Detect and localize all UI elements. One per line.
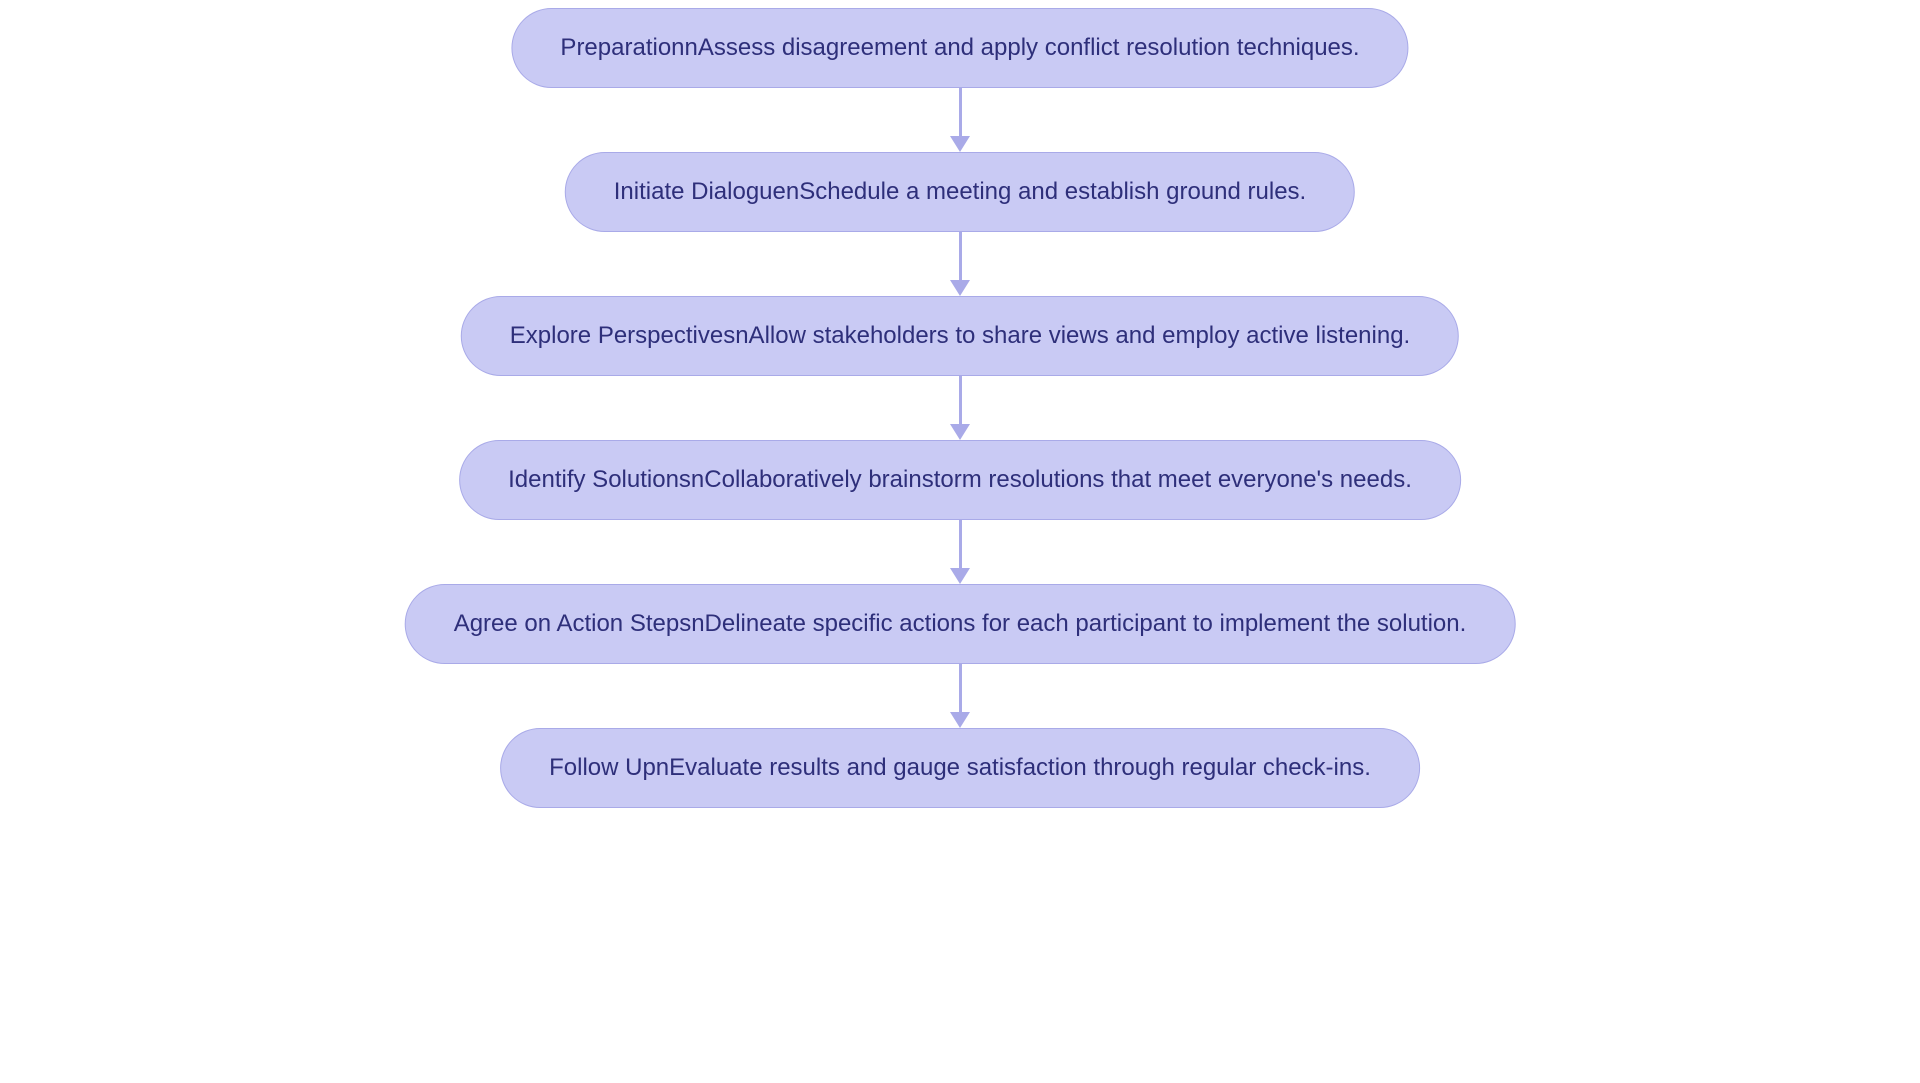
node-label: Explore PerspectivesnAllow stakeholders … <box>510 322 1410 350</box>
flowchart-arrow <box>950 232 970 296</box>
flowchart-container: PreparationnAssess disagreement and appl… <box>0 0 1920 1083</box>
arrow-head-icon <box>950 424 970 440</box>
arrow-head-icon <box>950 712 970 728</box>
arrow-line <box>959 664 962 712</box>
flowchart-arrow <box>950 88 970 152</box>
flowchart-node-identify-solutions: Identify SolutionsnCollaboratively brain… <box>459 440 1461 520</box>
arrow-line <box>959 232 962 280</box>
arrow-head-icon <box>950 280 970 296</box>
flowchart-node-explore-perspectives: Explore PerspectivesnAllow stakeholders … <box>461 296 1459 376</box>
flowchart-node-follow-up: Follow UpnEvaluate results and gauge sat… <box>500 728 1420 808</box>
node-label: PreparationnAssess disagreement and appl… <box>560 34 1359 62</box>
arrow-line <box>959 88 962 136</box>
flowchart-arrow <box>950 664 970 728</box>
flowchart-node-agree-action-steps: Agree on Action StepsnDelineate specific… <box>405 584 1516 664</box>
flowchart-node-preparation: PreparationnAssess disagreement and appl… <box>511 8 1408 88</box>
node-label: Agree on Action StepsnDelineate specific… <box>454 610 1467 638</box>
node-label: Follow UpnEvaluate results and gauge sat… <box>549 754 1371 782</box>
flowchart-arrow <box>950 376 970 440</box>
arrow-line <box>959 376 962 424</box>
node-label: Initiate DialoguenSchedule a meeting and… <box>614 178 1306 206</box>
arrow-head-icon <box>950 568 970 584</box>
flowchart-arrow <box>950 520 970 584</box>
arrow-line <box>959 520 962 568</box>
flowchart-node-initiate-dialogue: Initiate DialoguenSchedule a meeting and… <box>565 152 1355 232</box>
arrow-head-icon <box>950 136 970 152</box>
node-label: Identify SolutionsnCollaboratively brain… <box>508 466 1412 494</box>
